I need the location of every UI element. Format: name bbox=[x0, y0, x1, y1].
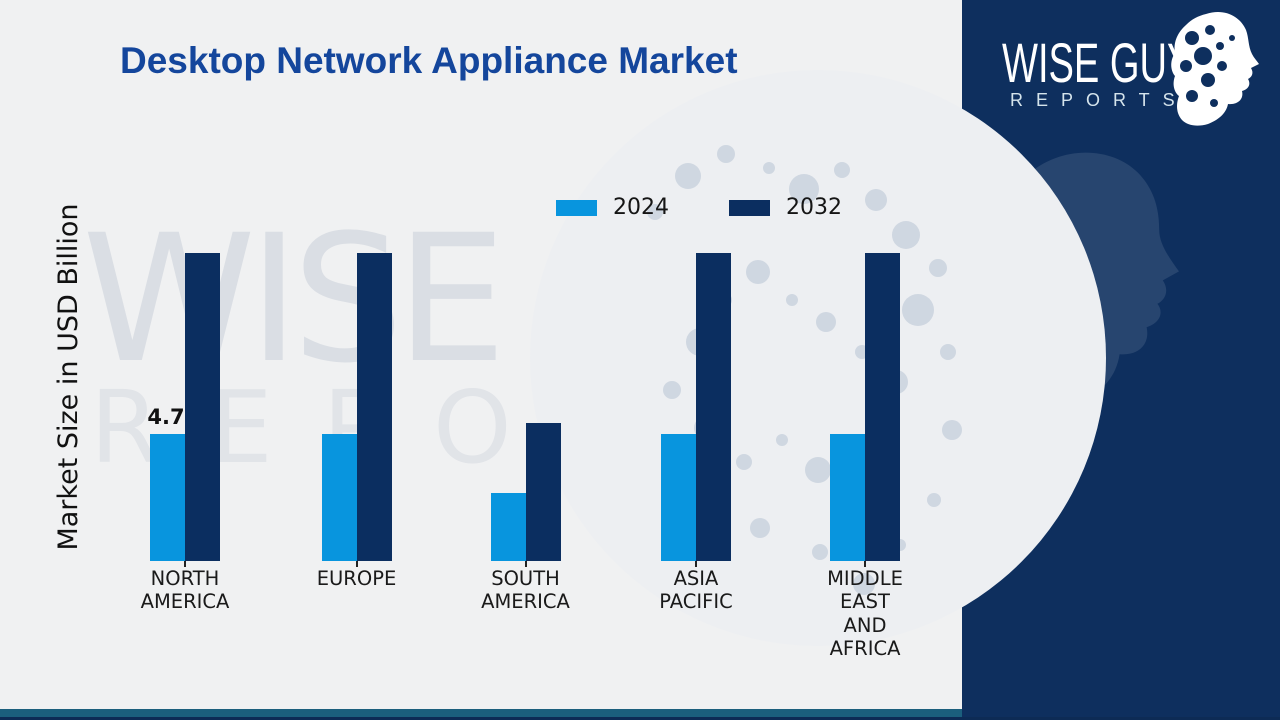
legend-swatch-2032-icon bbox=[729, 199, 770, 216]
legend-item-2024: 2024 bbox=[556, 195, 669, 220]
bar-europe-2032 bbox=[356, 253, 392, 561]
logo-reports-text: REPORTS bbox=[1010, 90, 1188, 110]
footer-navy-strip bbox=[0, 717, 1280, 720]
bar-europe-2024 bbox=[321, 434, 357, 561]
bar-middle-east-and-africa-2024 bbox=[830, 434, 865, 561]
bar-north-america-2024 bbox=[150, 434, 185, 561]
x-label-asia-pacific: ASIA PACIFIC bbox=[659, 567, 733, 614]
x-tick-asia-pacific bbox=[695, 561, 697, 567]
y-axis-label: Market Size in USD Billion bbox=[53, 203, 84, 551]
x-label-middle-east-and-africa: MIDDLE EAST AND AFRICA bbox=[827, 567, 903, 661]
x-tick-middle-east-and-africa bbox=[864, 561, 866, 567]
bar-south-america-2024 bbox=[490, 493, 526, 561]
bar-middle-east-and-africa-2032 bbox=[865, 253, 900, 561]
logo-face-icon bbox=[1171, 11, 1259, 126]
bar-value-label: 4.7 bbox=[147, 405, 185, 429]
x-tick-north-america bbox=[184, 561, 186, 567]
bar-asia-pacific-2032 bbox=[696, 253, 731, 561]
bar-asia-pacific-2024 bbox=[661, 434, 696, 561]
x-label-europe: EUROPE bbox=[316, 567, 397, 590]
legend-item-2032: 2032 bbox=[729, 195, 842, 220]
x-tick-europe bbox=[355, 561, 358, 567]
footer-teal-strip bbox=[0, 709, 962, 717]
legend: 2024 2032 bbox=[556, 195, 884, 220]
legend-label-2032: 2032 bbox=[786, 195, 842, 220]
x-label-north-america: NORTH AMERICA bbox=[140, 567, 230, 614]
legend-label-2024: 2024 bbox=[613, 195, 669, 220]
x-tick-south-america bbox=[524, 561, 527, 567]
x-label-south-america: SOUTH AMERICA bbox=[481, 567, 570, 614]
background-circle bbox=[530, 70, 1106, 646]
bar-south-america-2032 bbox=[525, 423, 561, 561]
page-title: Desktop Network Appliance Market bbox=[120, 40, 738, 81]
logo-wiseguy-text: WISE GUY bbox=[1002, 31, 1193, 94]
legend-swatch-2024-icon bbox=[556, 199, 597, 216]
bar-north-america-2032 bbox=[185, 253, 220, 561]
